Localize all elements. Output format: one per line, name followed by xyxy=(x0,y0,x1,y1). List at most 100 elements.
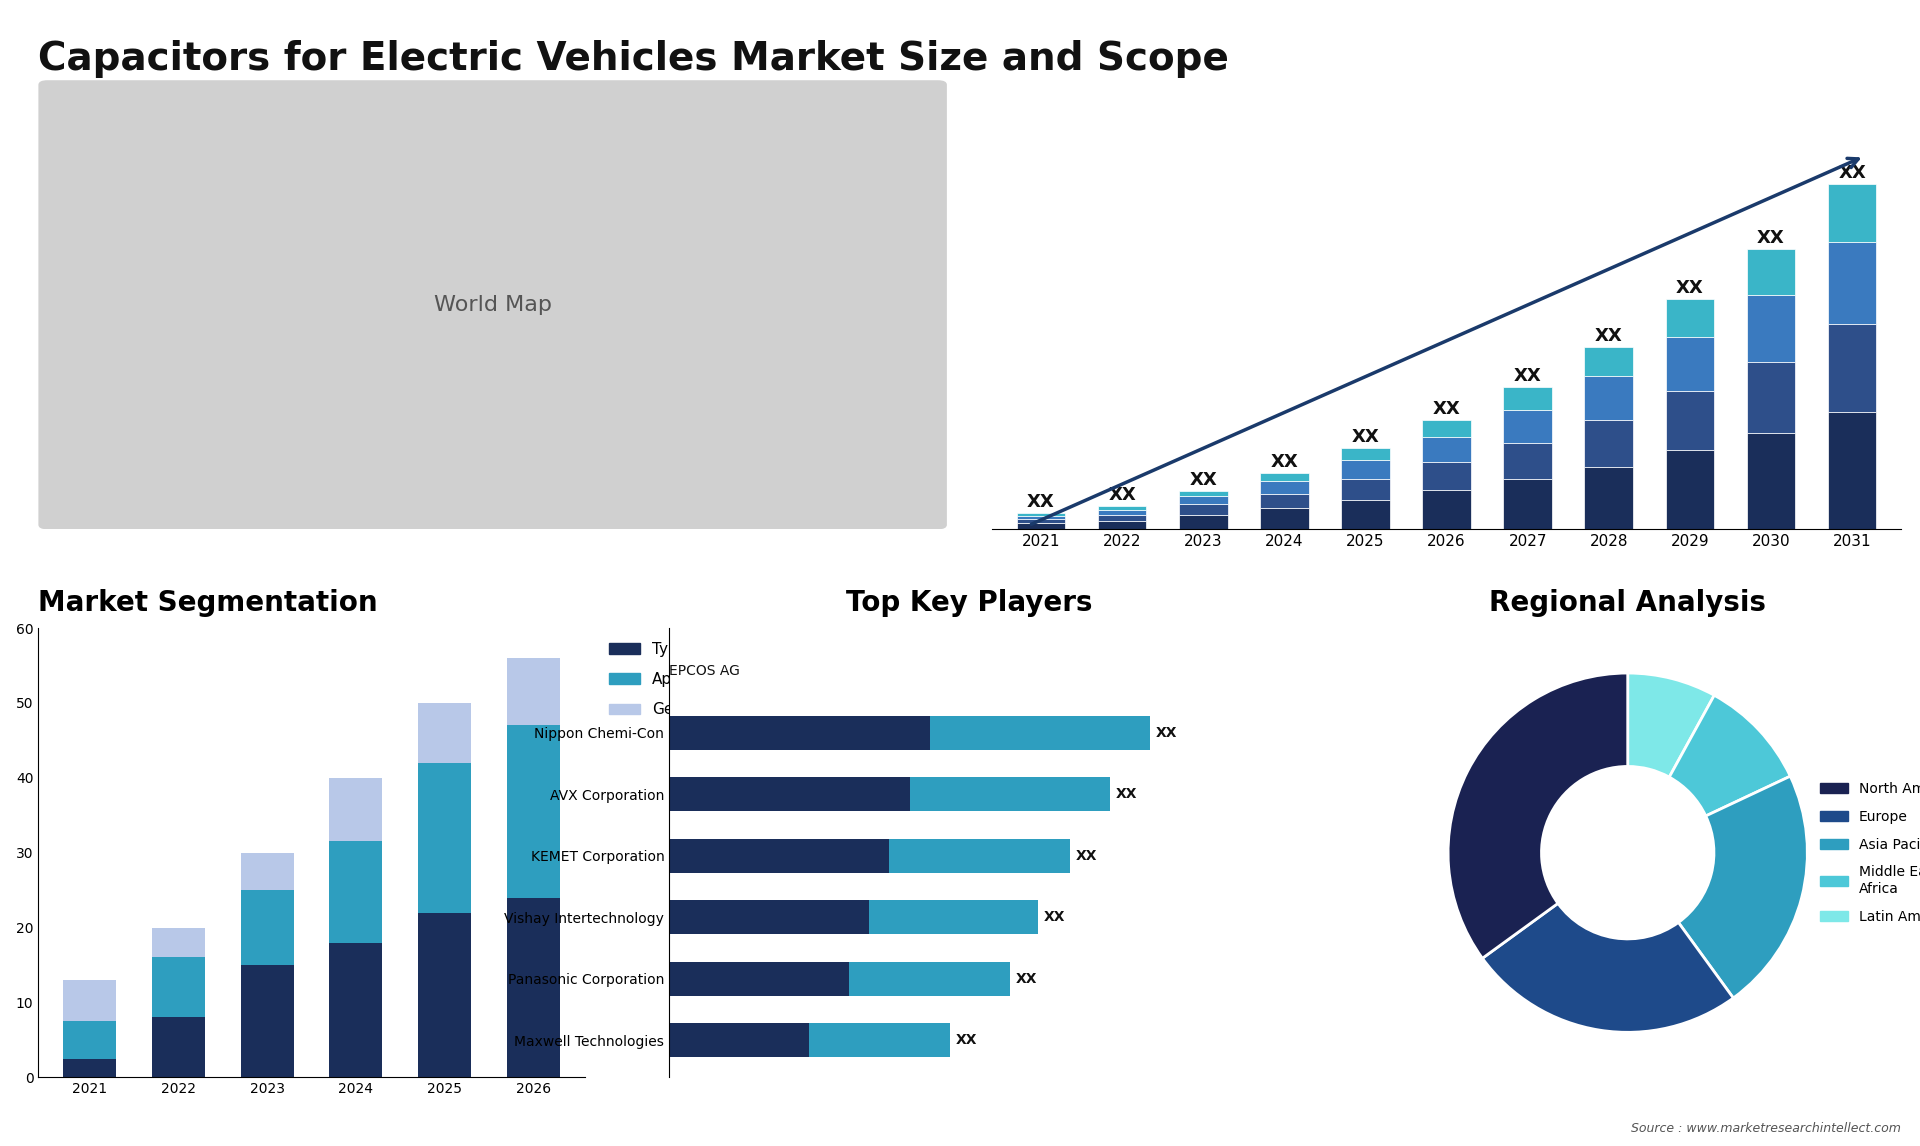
Text: World Map: World Map xyxy=(434,295,551,315)
Bar xyxy=(1098,521,1146,529)
Bar xyxy=(240,853,294,890)
Bar xyxy=(670,901,870,934)
Wedge shape xyxy=(1628,673,1715,777)
Bar xyxy=(1340,448,1390,461)
Bar xyxy=(670,961,849,996)
Bar xyxy=(240,890,294,965)
Bar xyxy=(1179,496,1227,504)
Text: XX: XX xyxy=(1108,486,1137,504)
Bar xyxy=(1828,183,1876,243)
Bar xyxy=(870,901,1037,934)
Bar xyxy=(328,778,382,841)
Bar xyxy=(152,1018,205,1077)
Title: Regional Analysis: Regional Analysis xyxy=(1490,589,1766,618)
Text: XX: XX xyxy=(1352,427,1379,446)
Bar xyxy=(1747,295,1795,362)
Bar xyxy=(1503,410,1551,444)
Legend: North America, Europe, Asia Pacific, Middle East &
Africa, Latin America: North America, Europe, Asia Pacific, Mid… xyxy=(1814,776,1920,929)
Bar xyxy=(240,965,294,1077)
Bar xyxy=(507,897,561,1077)
Bar xyxy=(63,1059,117,1077)
Bar xyxy=(1584,421,1634,466)
Text: XX: XX xyxy=(1075,849,1096,863)
Bar xyxy=(1423,421,1471,438)
Bar xyxy=(152,957,205,1018)
Bar xyxy=(1340,500,1390,529)
Bar xyxy=(1340,479,1390,500)
Text: XX: XX xyxy=(1116,787,1137,801)
Bar xyxy=(1098,510,1146,515)
Bar xyxy=(1584,466,1634,529)
Wedge shape xyxy=(1482,903,1734,1033)
Bar xyxy=(1423,438,1471,462)
Bar xyxy=(1018,523,1066,529)
Bar xyxy=(152,927,205,957)
Bar xyxy=(1018,516,1066,519)
Bar xyxy=(1260,481,1309,494)
Text: XX: XX xyxy=(1837,164,1866,182)
Text: Market Segmentation: Market Segmentation xyxy=(38,589,378,618)
Bar xyxy=(1260,494,1309,509)
Bar xyxy=(328,942,382,1077)
Bar xyxy=(1747,362,1795,433)
Bar xyxy=(889,839,1069,873)
Text: XX: XX xyxy=(1757,229,1786,246)
Bar xyxy=(670,777,910,811)
Text: XX: XX xyxy=(1156,725,1177,739)
Bar xyxy=(849,961,1010,996)
Text: Source : www.marketresearchintellect.com: Source : www.marketresearchintellect.com xyxy=(1630,1122,1901,1135)
Bar xyxy=(1747,249,1795,295)
Text: XX: XX xyxy=(1027,493,1054,511)
Bar xyxy=(507,658,561,725)
Bar xyxy=(1828,324,1876,413)
Bar xyxy=(63,1021,117,1059)
Text: XX: XX xyxy=(1188,471,1217,488)
Bar xyxy=(1098,507,1146,510)
Bar xyxy=(419,912,470,1077)
Title: Top Key Players: Top Key Players xyxy=(847,589,1092,618)
Bar xyxy=(507,725,561,897)
Text: XX: XX xyxy=(1676,278,1703,297)
Bar xyxy=(1423,462,1471,489)
Bar xyxy=(1665,337,1715,391)
Bar xyxy=(670,839,889,873)
Wedge shape xyxy=(1668,696,1789,816)
Bar xyxy=(1098,515,1146,521)
FancyBboxPatch shape xyxy=(38,80,947,529)
Bar xyxy=(1260,509,1309,529)
Bar xyxy=(929,716,1150,749)
Legend: Type, Application, Geography: Type, Application, Geography xyxy=(603,636,743,723)
Bar xyxy=(1018,513,1066,516)
Bar xyxy=(1665,299,1715,337)
Wedge shape xyxy=(1678,776,1807,998)
Bar xyxy=(1828,243,1876,324)
Bar xyxy=(1665,391,1715,449)
Bar xyxy=(1340,461,1390,479)
Text: XX: XX xyxy=(1513,367,1542,385)
Text: XX: XX xyxy=(1596,327,1622,345)
Text: XX: XX xyxy=(1016,972,1037,986)
Bar xyxy=(910,777,1110,811)
Bar xyxy=(1584,377,1634,421)
Bar xyxy=(419,702,470,763)
Bar xyxy=(1584,347,1634,377)
Bar xyxy=(1179,515,1227,529)
Bar xyxy=(419,763,470,912)
Text: XX: XX xyxy=(1044,910,1066,925)
Bar xyxy=(1018,519,1066,523)
Text: Capacitors for Electric Vehicles Market Size and Scope: Capacitors for Electric Vehicles Market … xyxy=(38,40,1229,78)
Bar xyxy=(1179,490,1227,496)
Text: XX: XX xyxy=(956,1034,977,1047)
Bar xyxy=(1503,479,1551,529)
Text: XX: XX xyxy=(1432,400,1461,418)
Bar xyxy=(1828,413,1876,529)
Bar xyxy=(63,980,117,1021)
Text: EPCOS AG: EPCOS AG xyxy=(670,665,739,678)
Text: XX: XX xyxy=(1271,453,1298,471)
Wedge shape xyxy=(1448,673,1628,958)
Bar xyxy=(1747,433,1795,529)
Bar xyxy=(1260,473,1309,481)
Bar xyxy=(810,1023,950,1058)
Bar xyxy=(328,841,382,942)
Bar xyxy=(670,1023,810,1058)
